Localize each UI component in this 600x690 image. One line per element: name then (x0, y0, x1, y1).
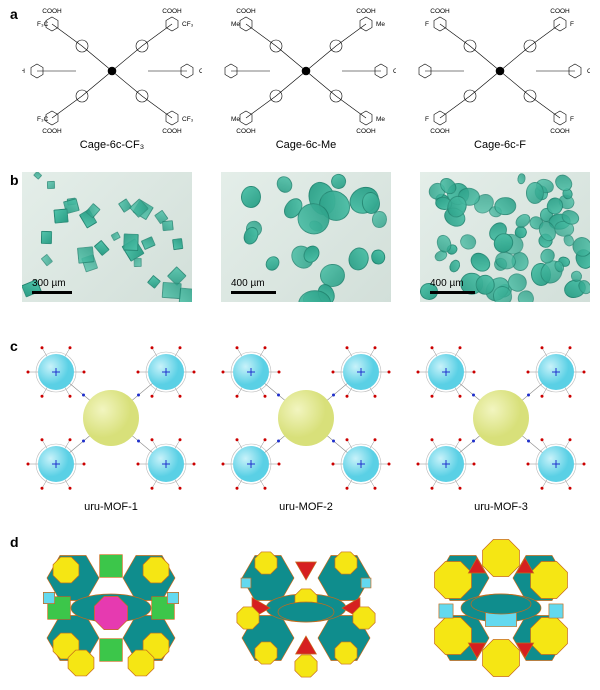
tiling (22, 534, 200, 682)
cage-f-cell: COOH COOH COOH COOH COOH F F F F Cage-6c… (410, 6, 590, 166)
micrograph-cell-0: 300 µm (22, 172, 192, 332)
tiling-cell-1 (217, 534, 395, 689)
subst-label: Me (231, 116, 240, 123)
cage-cf3-cell: COOH COOH COOH COOH COOH COOH F₃C CF₃ F₃… (22, 6, 202, 166)
cooh-label: COOH (430, 8, 450, 15)
tiling-cell-2 (412, 534, 590, 689)
tiling (412, 534, 590, 682)
cooh-label: COOH (550, 8, 570, 15)
cooh-label: COOH (236, 8, 256, 15)
cage-me-cell: COOH COOH COOH COOH COOH Me Me Me Me Cag… (216, 6, 396, 166)
row-b: b 300 µm 400 µm 400 µm (10, 172, 590, 332)
cage-cf3-structure: COOH COOH COOH COOH COOH COOH F₃C CF₃ F₃… (22, 6, 202, 136)
cage-me-caption: Cage-6c-Me (276, 139, 337, 151)
cooh-label: COOH (162, 8, 182, 15)
micrograph-cell-1: 400 µm (221, 172, 391, 332)
figure: a (0, 0, 600, 690)
cage-f-structure: COOH COOH COOH COOH COOH F F F F (410, 6, 590, 136)
panel-label-b: b (10, 172, 22, 332)
panel-label-a: a (10, 6, 22, 166)
mof-cell-0: uru-MOF-1 (22, 338, 200, 528)
subst-label: F₃C (37, 116, 49, 123)
row-d-content (22, 534, 590, 689)
panel-label-c: c (10, 338, 22, 528)
scalebar-text: 400 µm (430, 278, 464, 289)
micrograph-cell-2: 400 µm (420, 172, 590, 332)
subst-label: F (570, 21, 574, 28)
scalebar: 400 µm (231, 278, 276, 294)
row-d: d (10, 534, 590, 689)
subst-label: F (425, 116, 429, 123)
scalebar: 300 µm (32, 278, 72, 294)
scalebar-text: 300 µm (32, 278, 66, 289)
row-a: a (10, 6, 590, 166)
mof-caption: uru-MOF-2 (279, 501, 333, 513)
subst-label: CF₃ (182, 116, 194, 123)
mof-cell-2: uru-MOF-3 (412, 338, 590, 528)
scalebar-line (32, 291, 72, 294)
cooh-label: COOH (430, 128, 450, 135)
cooh-label: COOH (199, 68, 202, 75)
subst-label: CF₃ (182, 21, 194, 28)
tiling-cell-0 (22, 534, 200, 689)
cage-me-structure: COOH COOH COOH COOH COOH Me Me Me Me (216, 6, 396, 136)
scalebar-line (430, 291, 475, 294)
micrograph-0: 300 µm (22, 172, 192, 302)
subst-label: Me (376, 116, 385, 123)
scalebar: 400 µm (430, 278, 475, 294)
cage-f-caption: Cage-6c-F (474, 139, 526, 151)
tiling (217, 534, 395, 682)
cooh-label: COOH (22, 68, 25, 75)
micrograph-1: 400 µm (221, 172, 391, 302)
cooh-label: COOH (356, 8, 376, 15)
subst-label: F (425, 21, 429, 28)
cooh-label: COOH (587, 68, 590, 75)
mof-cell-1: uru-MOF-2 (217, 338, 395, 528)
cooh-label: COOH (162, 128, 182, 135)
cooh-label: COOH (42, 128, 62, 135)
cooh-label: COOH (42, 8, 62, 15)
subst-label: F₃C (37, 21, 49, 28)
row-a-content: COOH COOH COOH COOH COOH COOH F₃C CF₃ F₃… (22, 6, 590, 166)
cooh-label: COOH (356, 128, 376, 135)
mof-structure (217, 338, 395, 498)
mof-caption: uru-MOF-3 (474, 501, 528, 513)
row-b-content: 300 µm 400 µm 400 µm (22, 172, 590, 332)
subst-label: Me (231, 21, 240, 28)
mof-caption: uru-MOF-1 (84, 501, 138, 513)
cooh-label: COOH (393, 68, 396, 75)
scalebar-text: 400 µm (231, 278, 265, 289)
mof-structure (22, 338, 200, 498)
row-c: c uru-MOF-1 uru-MOF-2 uru-MOF-3 (10, 338, 590, 528)
cage-cf3-caption: Cage-6c-CF₃ (80, 139, 144, 151)
micrograph-2: 400 µm (420, 172, 590, 302)
mof-structure (412, 338, 590, 498)
subst-label: Me (376, 21, 385, 28)
scalebar-line (231, 291, 276, 294)
row-c-content: uru-MOF-1 uru-MOF-2 uru-MOF-3 (22, 338, 590, 528)
cooh-label: COOH (236, 128, 256, 135)
subst-label: F (570, 116, 574, 123)
cooh-label: COOH (550, 128, 570, 135)
panel-label-d: d (10, 534, 22, 689)
